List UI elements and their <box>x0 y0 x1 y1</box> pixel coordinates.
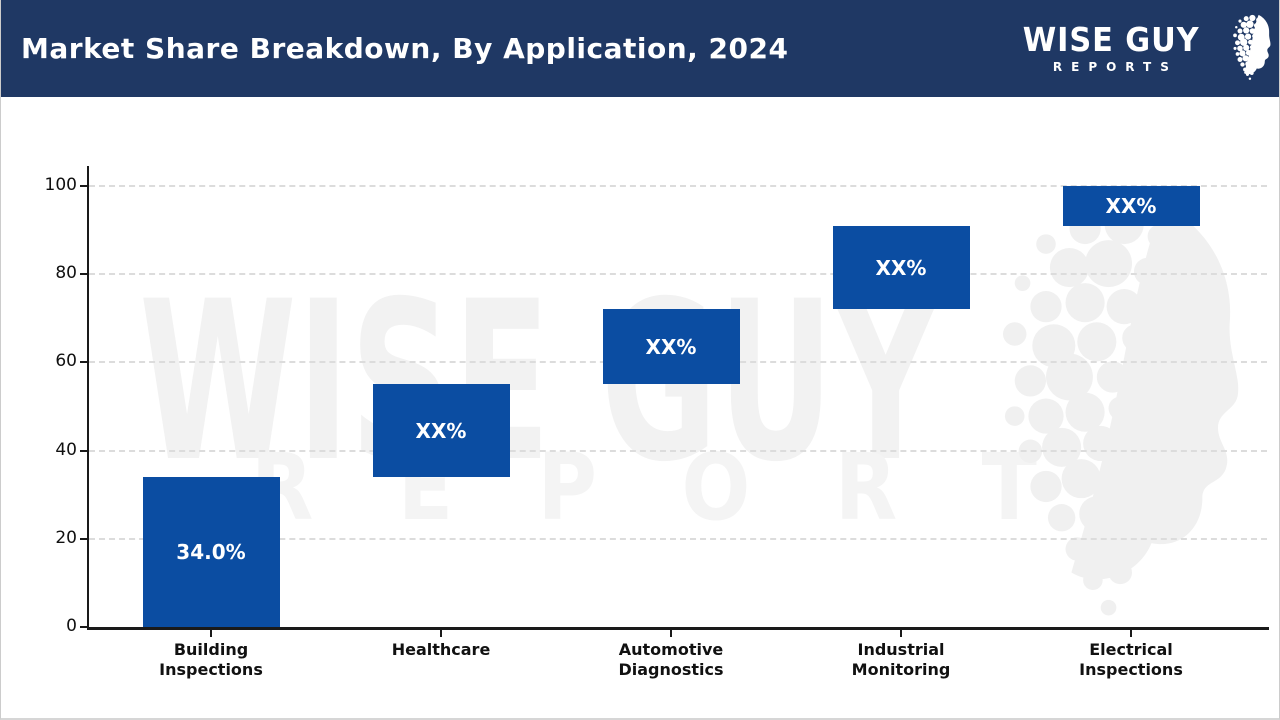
y-axis-spine <box>87 166 89 628</box>
bar-value-label: XX% <box>415 418 467 443</box>
gridline <box>89 185 1267 187</box>
bar-value-label: 34.0% <box>176 540 246 565</box>
x-category-label: Industrial Monitoring <box>851 640 951 679</box>
x-category-label: Healthcare <box>391 640 491 659</box>
gridline <box>89 449 1267 452</box>
gridline <box>89 273 1267 276</box>
x-tick-mark <box>1130 630 1132 637</box>
y-tick-label: 20 <box>55 527 77 548</box>
y-tick-label: 40 <box>55 439 77 460</box>
y-tick-mark <box>80 361 88 364</box>
y-tick-mark <box>80 626 88 628</box>
logo-face-icon <box>1233 14 1271 80</box>
header-bar: Market Share Breakdown, By Application, … <box>1 0 1279 97</box>
logo-name: WISE GUY <box>1022 20 1200 59</box>
y-tick-mark <box>80 185 88 187</box>
bar: XX% <box>602 309 740 385</box>
y-tick-mark <box>80 537 88 540</box>
x-category-label: Electrical Inspections <box>1079 640 1183 679</box>
y-tick-mark <box>80 449 88 452</box>
bar: XX% <box>1062 186 1200 226</box>
x-axis-spine <box>87 627 1269 630</box>
x-tick-mark <box>440 630 442 637</box>
logo-subtitle: REPORTS <box>1052 60 1178 74</box>
x-tick-mark <box>900 630 902 637</box>
bar: XX% <box>372 384 510 478</box>
bar: XX% <box>832 225 970 310</box>
x-tick-mark <box>670 630 672 637</box>
bar-value-label: XX% <box>1105 193 1157 218</box>
wise-guy-logo: WISE GUY REPORTS <box>1015 0 1271 97</box>
gridline <box>89 537 1267 540</box>
logo-text: WISE GUY REPORTS <box>1015 23 1207 74</box>
x-tick-mark <box>210 630 212 637</box>
bar-value-label: XX% <box>645 334 697 359</box>
page-title: Market Share Breakdown, By Application, … <box>21 32 789 65</box>
x-category-label: Automotive Diagnostics <box>618 640 724 679</box>
watermark-brand-text: WISE GUY <box>139 254 938 510</box>
x-category-label: Building Inspections <box>159 640 263 679</box>
y-tick-label: 80 <box>55 263 77 284</box>
y-tick-label: 100 <box>44 175 77 195</box>
y-tick-label: 60 <box>55 351 77 372</box>
y-tick-label: 0 <box>66 616 77 636</box>
bar: 34.0% <box>142 477 280 627</box>
bar-value-label: XX% <box>875 255 927 280</box>
y-tick-mark <box>80 273 88 276</box>
